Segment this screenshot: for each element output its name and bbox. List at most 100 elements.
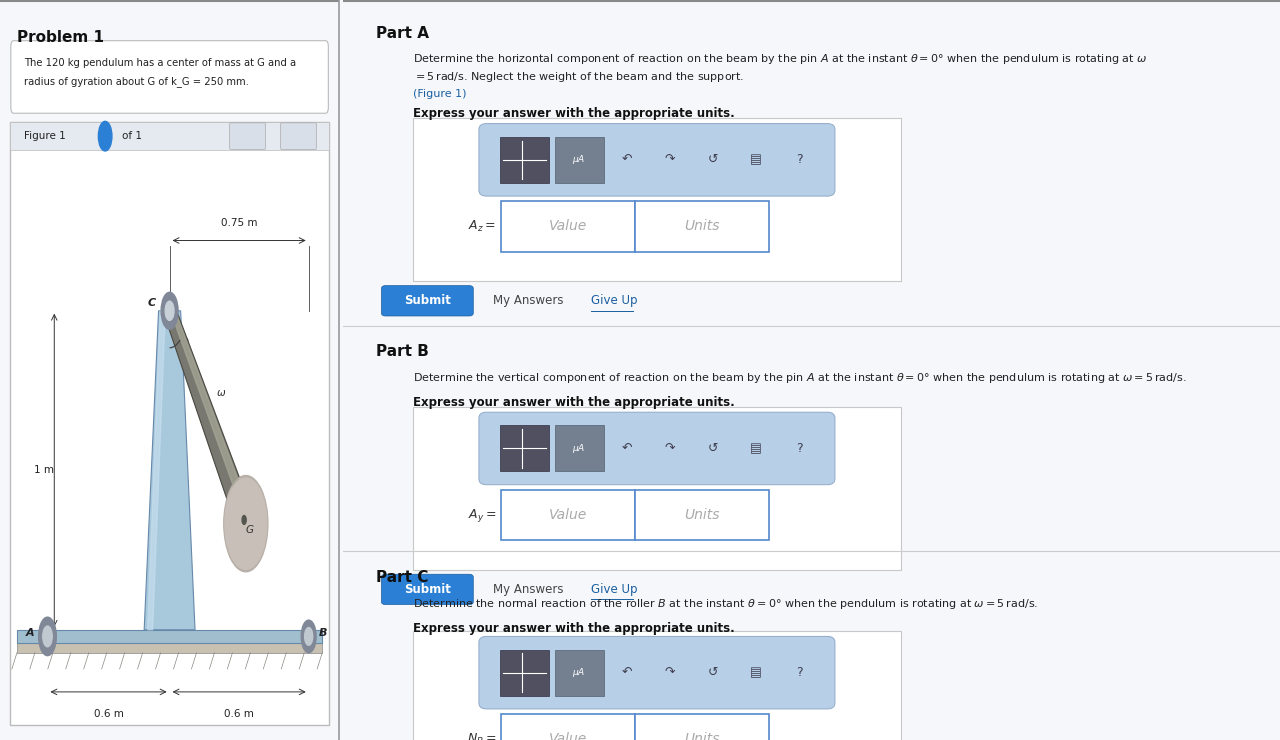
Text: ?: ? (796, 666, 803, 679)
FancyBboxPatch shape (413, 118, 901, 281)
Circle shape (242, 516, 246, 525)
FancyBboxPatch shape (280, 123, 316, 149)
Text: ↺: ↺ (708, 442, 718, 455)
Text: $\mu A$: $\mu A$ (572, 153, 586, 166)
FancyBboxPatch shape (229, 123, 265, 149)
Text: $= 5\,\mathrm{rad/s}$. Neglect the weight of the beam and the support.: $= 5\,\mathrm{rad/s}$. Neglect the weigh… (413, 70, 745, 84)
FancyBboxPatch shape (413, 631, 901, 740)
Text: $A_z =$: $A_z =$ (468, 219, 497, 234)
Text: My Answers: My Answers (493, 583, 563, 596)
Text: B: B (319, 628, 328, 638)
Text: C: C (147, 298, 156, 309)
Text: ↶: ↶ (622, 442, 632, 455)
Text: A: A (26, 628, 35, 638)
Text: $A_y =$: $A_y =$ (468, 507, 497, 523)
Text: >: > (294, 131, 303, 141)
Text: ?: ? (796, 153, 803, 166)
Text: Units: Units (685, 220, 719, 233)
Text: ↶: ↶ (622, 153, 632, 166)
Text: Submit: Submit (404, 295, 451, 307)
Text: 0.6 m: 0.6 m (93, 709, 123, 719)
Text: Part B: Part B (376, 344, 429, 359)
Bar (17, 636, 323, 653)
FancyBboxPatch shape (10, 41, 329, 113)
Text: Value: Value (549, 220, 588, 233)
FancyBboxPatch shape (381, 574, 474, 605)
FancyBboxPatch shape (381, 286, 474, 316)
Bar (500, 201, 635, 252)
Bar (500, 425, 549, 471)
Text: Part C: Part C (376, 570, 429, 585)
Circle shape (42, 626, 52, 647)
FancyBboxPatch shape (479, 124, 835, 196)
Circle shape (224, 476, 268, 572)
Text: 0.6 m: 0.6 m (224, 709, 253, 719)
Text: ?: ? (796, 442, 803, 455)
Text: Units: Units (685, 508, 719, 522)
Circle shape (301, 620, 316, 653)
Text: ▤: ▤ (750, 442, 762, 455)
Text: ↷: ↷ (664, 666, 676, 679)
Bar (500, 650, 549, 696)
FancyBboxPatch shape (479, 636, 835, 709)
Bar (635, 201, 769, 252)
Text: G: G (246, 525, 253, 534)
Bar (500, 714, 635, 740)
Text: Express your answer with the appropriate units.: Express your answer with the appropriate… (413, 622, 735, 635)
Circle shape (161, 292, 178, 329)
Polygon shape (147, 311, 165, 630)
Text: Determine the vertical component of reaction on the beam by the pin $A$ at the i: Determine the vertical component of reac… (413, 371, 1187, 386)
Text: Determine the horizontal component of reaction on the beam by the pin $A$ at the: Determine the horizontal component of re… (413, 52, 1148, 66)
Bar (10, 122, 329, 150)
Text: $\mu A$: $\mu A$ (572, 666, 586, 679)
Bar (635, 490, 769, 540)
Text: Value: Value (549, 508, 588, 522)
Text: ω: ω (216, 388, 225, 399)
Text: ↷: ↷ (664, 442, 676, 455)
Text: My Answers: My Answers (493, 295, 563, 307)
Bar (10, 122, 329, 725)
Text: ▤: ▤ (750, 666, 762, 679)
Text: 0.75 m: 0.75 m (221, 218, 257, 228)
Text: Units: Units (685, 733, 719, 740)
Text: Part A: Part A (376, 26, 429, 41)
Bar (554, 425, 603, 471)
Text: <: < (243, 131, 252, 141)
Text: $N_B =$: $N_B =$ (467, 732, 497, 740)
Text: Express your answer with the appropriate units.: Express your answer with the appropriate… (413, 396, 735, 409)
Text: Problem 1: Problem 1 (17, 30, 104, 44)
Text: 1 m: 1 m (35, 465, 54, 475)
Text: Give Up: Give Up (591, 295, 637, 307)
Bar (554, 137, 603, 183)
Polygon shape (145, 311, 195, 630)
Text: ↶: ↶ (622, 666, 632, 679)
Circle shape (225, 478, 266, 569)
Text: Give Up: Give Up (591, 583, 637, 596)
Text: (Figure 1): (Figure 1) (413, 89, 467, 99)
Text: Figure 1: Figure 1 (24, 131, 65, 141)
Text: θ: θ (182, 338, 188, 349)
Polygon shape (165, 303, 252, 535)
Text: ↺: ↺ (708, 153, 718, 166)
FancyBboxPatch shape (413, 407, 901, 570)
Circle shape (305, 628, 312, 645)
FancyBboxPatch shape (479, 412, 835, 485)
Bar (554, 650, 603, 696)
Text: The 120 kg pendulum has a center of mass at G and a: The 120 kg pendulum has a center of mass… (24, 58, 296, 69)
Text: Determine the normal reaction of the roller $B$ at the instant $\theta = 0°$ whe: Determine the normal reaction of the rol… (413, 597, 1038, 611)
Text: Value: Value (549, 733, 588, 740)
Bar (635, 714, 769, 740)
Text: Submit: Submit (404, 583, 451, 596)
Circle shape (38, 617, 56, 656)
Text: Express your answer with the appropriate units.: Express your answer with the appropriate… (413, 107, 735, 121)
Bar (500, 490, 635, 540)
Text: $\mu A$: $\mu A$ (572, 442, 586, 455)
Text: ↷: ↷ (664, 153, 676, 166)
Bar (17, 630, 323, 643)
Text: of 1: of 1 (122, 131, 142, 141)
Text: radius of gyration about G of k_G = 250 mm.: radius of gyration about G of k_G = 250 … (24, 76, 248, 87)
Circle shape (99, 121, 111, 151)
Circle shape (165, 301, 174, 320)
Polygon shape (170, 305, 251, 522)
Text: ▤: ▤ (750, 153, 762, 166)
